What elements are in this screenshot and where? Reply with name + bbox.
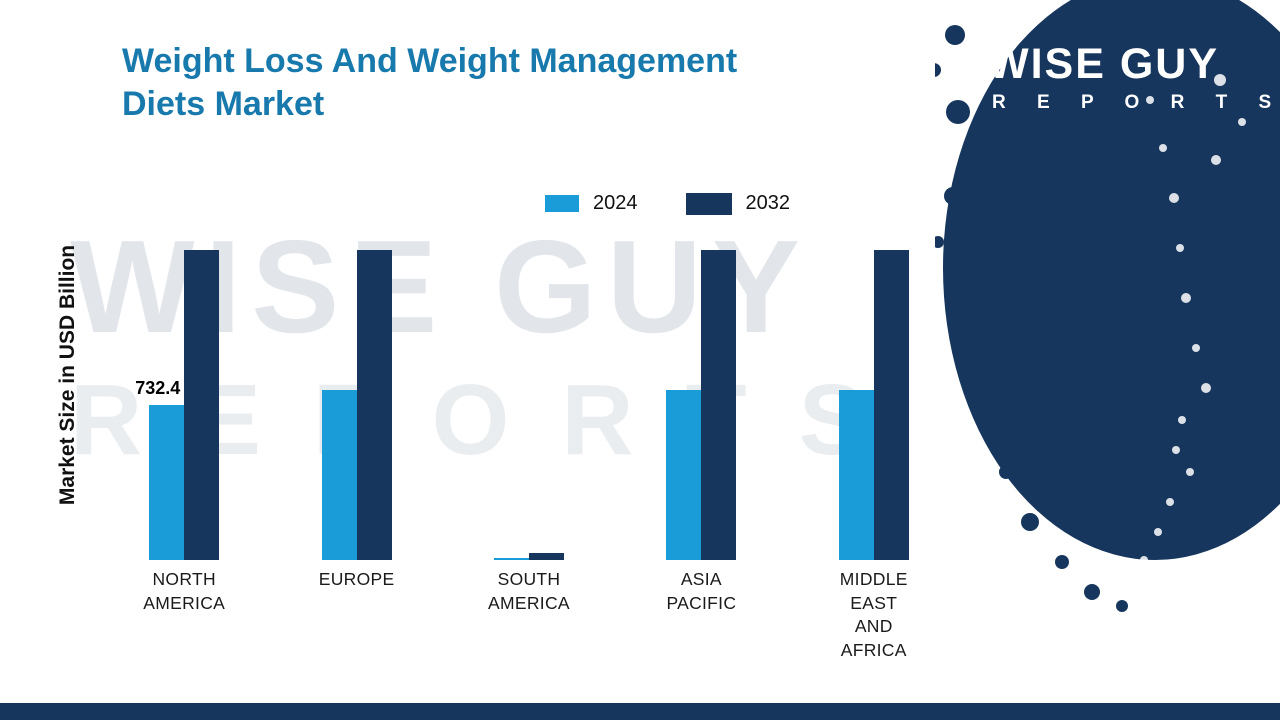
bars: 732.4 <box>135 250 220 560</box>
bar-2024 <box>493 557 529 560</box>
chart-title: Weight Loss And Weight Management Diets M… <box>122 40 737 125</box>
legend-label: 2024 <box>593 192 638 214</box>
category-label: ASIA PACIFIC <box>666 569 737 613</box>
legend-label: 2032 <box>745 192 791 214</box>
bar-2024: 732.4 <box>135 378 185 560</box>
bar-value-label: 732.4 <box>135 378 181 398</box>
category-label: NORTH AMERICA <box>143 569 226 613</box>
bars <box>838 250 909 560</box>
bar-2032 <box>528 552 564 560</box>
bar-2032 <box>356 250 392 560</box>
category-label: MIDDLE EAST AND AFRICA <box>839 569 908 660</box>
y-axis-label: Market Size in USD Billion <box>56 244 79 506</box>
bars <box>321 250 392 560</box>
legend-swatch <box>545 195 579 212</box>
bar-2024 <box>838 389 874 560</box>
legend-swatch <box>685 192 732 215</box>
bar-chart-plot: 732.4 NORTH AMERICA EUROPE SOUTH AMERICA ASI… <box>98 250 960 660</box>
category-label: SOUTH AMERICA <box>488 569 570 613</box>
bar-2024 <box>321 389 357 560</box>
face-profile-dots <box>1140 74 1246 564</box>
logo-background-shape <box>935 0 1280 612</box>
legend-item-2024: 2024 <box>545 192 638 215</box>
legend-item-2032: 2032 <box>685 192 791 215</box>
footer-strip <box>0 703 1280 720</box>
legend: 2024 2032 <box>545 192 790 215</box>
bar-group-middle-east-and-africa: MIDDLE EAST AND AFRICA <box>788 250 960 660</box>
bar-2032 <box>701 250 737 560</box>
bar-2032 <box>184 250 220 560</box>
bar-group-asia-pacific: ASIA PACIFIC <box>615 250 787 613</box>
bar-group-europe: EUROPE <box>270 250 442 589</box>
bar-2032 <box>873 250 909 560</box>
bar-group-south-america: SOUTH AMERICA <box>443 250 615 613</box>
bar-group-north-america: 732.4 NORTH AMERICA <box>98 250 270 613</box>
brand-logo-subtitle: R E P O R T S <box>992 92 1280 113</box>
bars <box>493 552 564 560</box>
chart-title-line2: Diets Market <box>122 84 325 123</box>
chart-title-line1: Weight Loss And Weight Management <box>122 42 738 80</box>
bar-2024 <box>666 389 702 560</box>
brand-logo-name: WISE GUY <box>988 40 1220 88</box>
category-label: EUROPE <box>318 569 395 589</box>
bars <box>666 250 737 560</box>
